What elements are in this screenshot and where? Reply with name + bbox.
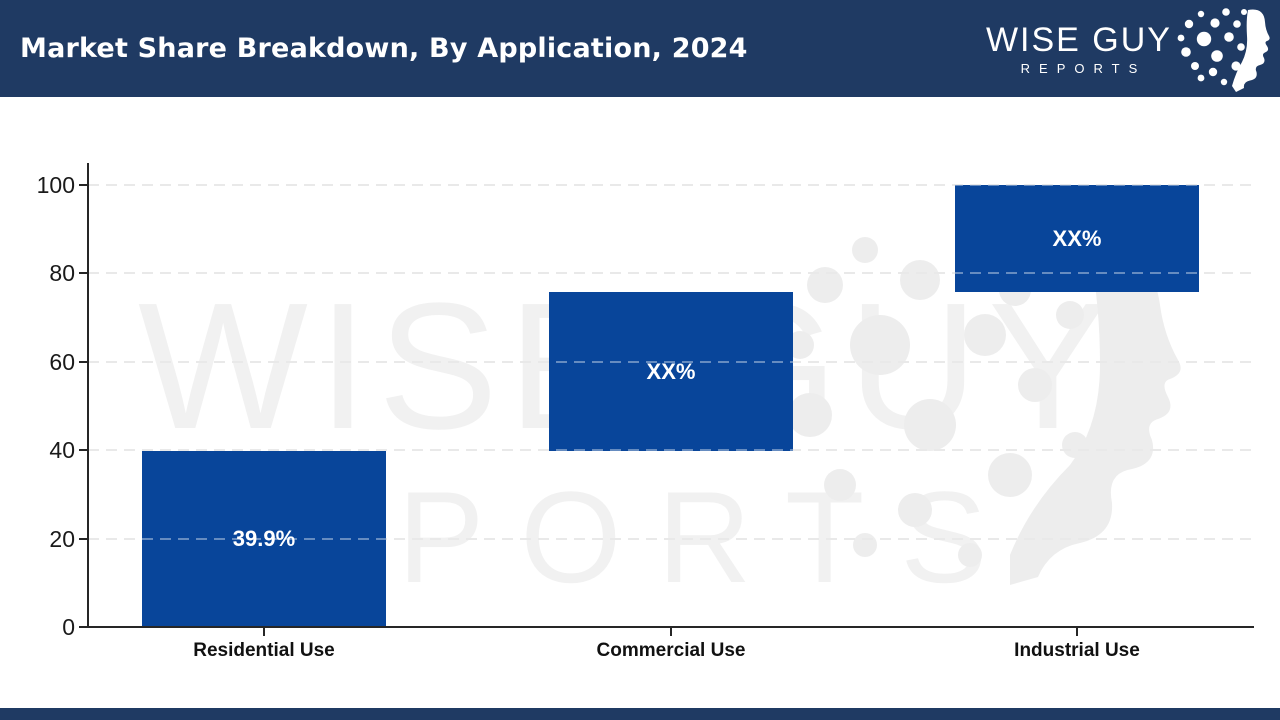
bar-value-label: XX% [1052, 225, 1102, 251]
y-tick-mark [79, 449, 87, 452]
bar-residential-use: 39.9% [142, 450, 386, 627]
gridline-overlay [88, 272, 1254, 275]
y-tick-label: 20 [49, 525, 75, 552]
y-tick-mark [79, 537, 87, 540]
gridline [88, 184, 1254, 186]
y-tick-label: 0 [62, 614, 75, 640]
gridline [88, 272, 1254, 275]
chart-title: Market Share Breakdown, By Application, … [20, 33, 748, 64]
y-tick-label: 100 [36, 172, 75, 198]
bar-commercial-use: XX% [549, 292, 793, 451]
x-axis [87, 626, 1254, 628]
y-tick-mark [79, 184, 87, 186]
gridline-overlay [88, 184, 1254, 186]
logo-subtitle: REPORTS [1020, 60, 1147, 76]
brand-logo: WISE GUY REPORTS [986, 6, 1280, 92]
footer-bar [0, 708, 1280, 720]
x-tick-mark [263, 628, 265, 636]
bar-value-label: 39.9% [232, 525, 296, 551]
y-tick-mark [79, 360, 87, 363]
logo-wordmark: WISE GUY [985, 20, 1172, 59]
y-tick-label: 60 [49, 348, 75, 375]
x-tick-label: Commercial Use [596, 640, 746, 661]
x-tick-mark [1076, 628, 1078, 636]
y-axis [87, 163, 89, 628]
gridline-overlay [88, 360, 1254, 363]
gridline-overlay [88, 449, 1254, 452]
brand-logo-text: WISE GUY REPORTS [986, 23, 1172, 75]
header-bar: Market Share Breakdown, By Application, … [0, 0, 1280, 97]
gridline-overlay [88, 537, 1254, 540]
y-tick-label: 80 [49, 260, 75, 287]
bar-value-label: XX% [646, 358, 696, 384]
gridline [88, 537, 1254, 540]
x-tick-label: Residential Use [193, 640, 335, 661]
x-tick-mark [670, 628, 672, 636]
logo-face-dots-icon [1177, 7, 1270, 92]
bar-industrial-use: XX% [955, 185, 1199, 293]
x-tick-label: Industrial Use [1014, 640, 1140, 661]
y-tick-label: 40 [49, 437, 75, 464]
y-tick-mark [79, 272, 87, 275]
y-tick-mark [79, 626, 87, 628]
